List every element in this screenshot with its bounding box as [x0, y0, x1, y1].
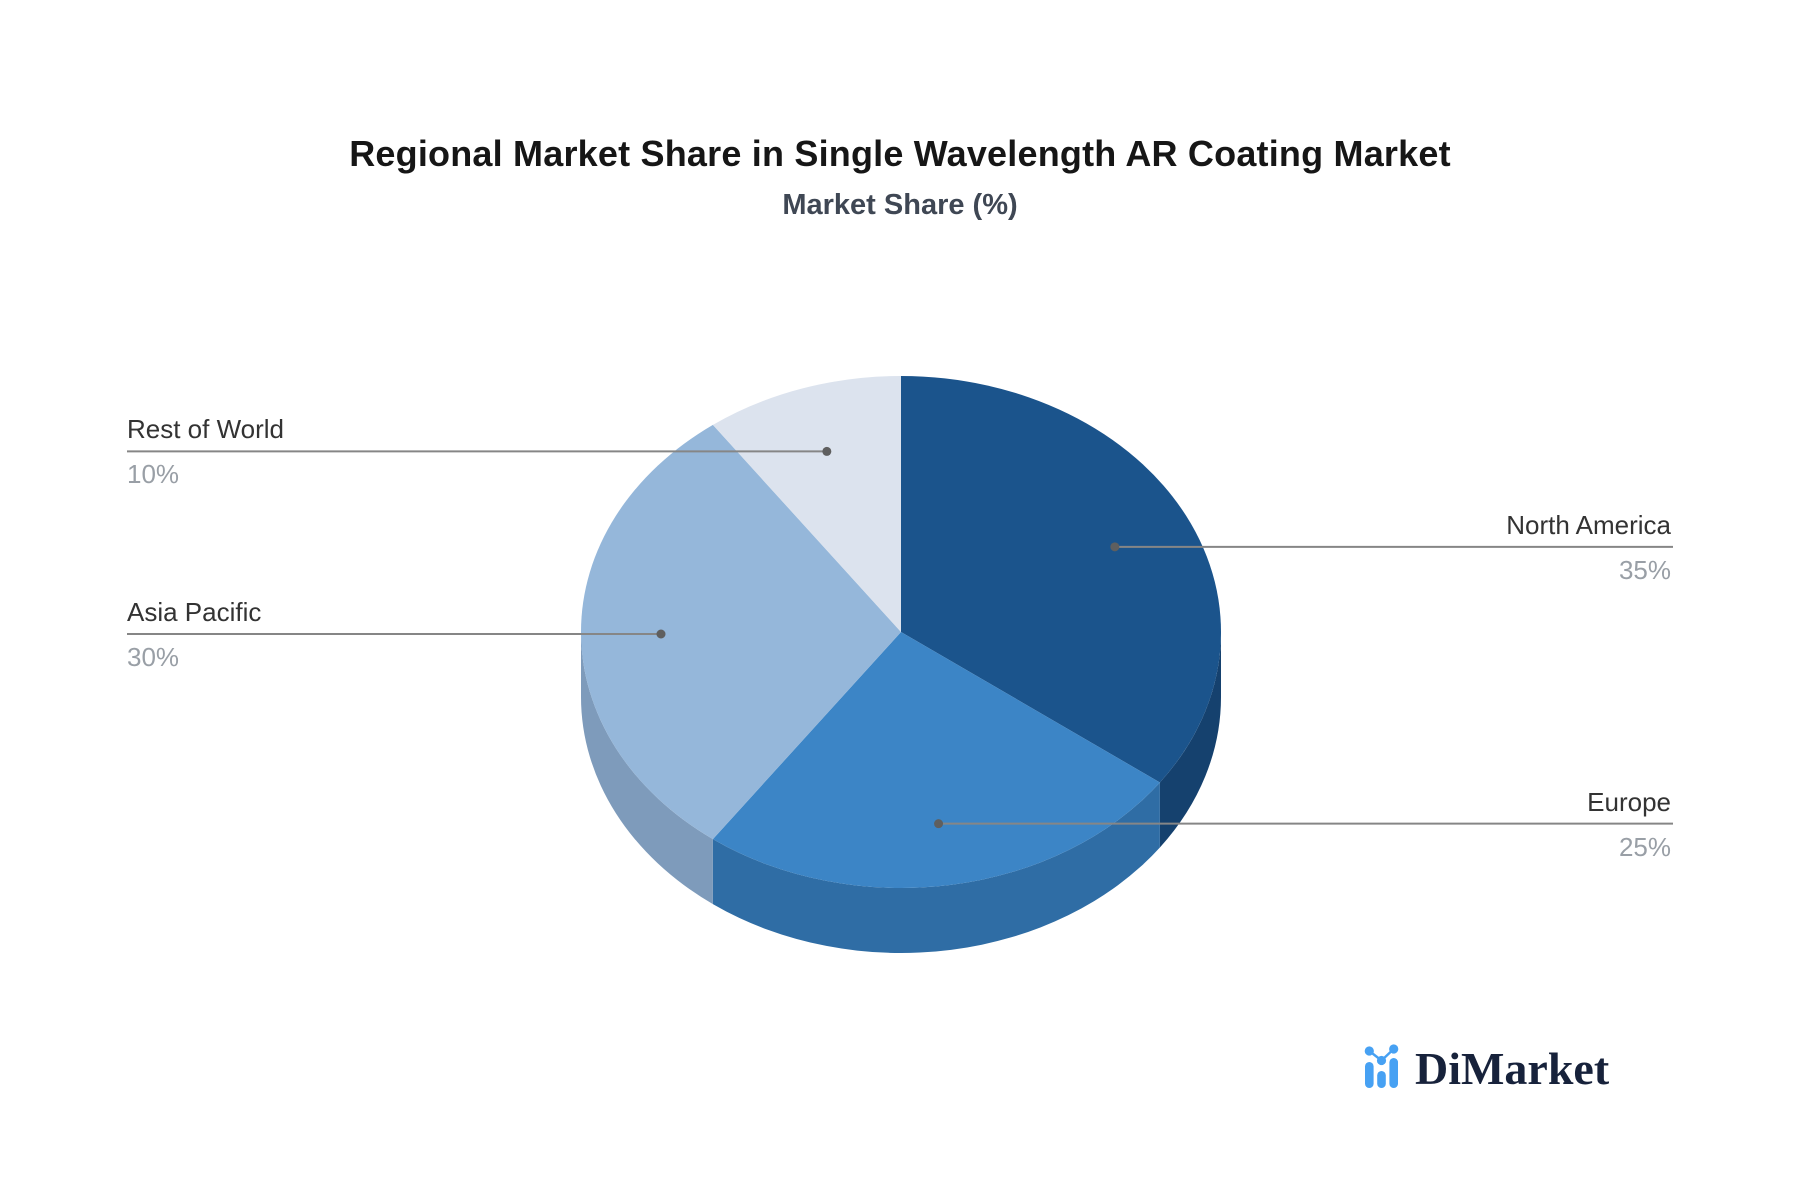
slice-label-north-america: North America [1506, 509, 1671, 540]
pie-slice-rest-of-world[interactable] [712, 376, 901, 632]
pie-slice-north-america[interactable] [901, 376, 1221, 783]
chart-title: Regional Market Share in Single Waveleng… [349, 133, 1451, 174]
connector-dot-north-america [1110, 542, 1120, 552]
pie-slice-side-north-america [1159, 632, 1221, 848]
slice-value-north-america: 35% [1618, 554, 1671, 585]
brand-name: DiMarket [1415, 1042, 1610, 1094]
pie-slice-asia-pacific[interactable] [581, 424, 901, 840]
connector-dot-rest-of-world [822, 446, 832, 456]
connector-dot-asia-pacific [656, 629, 666, 639]
connector-dot-europe [934, 819, 944, 829]
slice-label-europe: Europe [1587, 786, 1671, 817]
slice-label-rest-of-world: Rest of World [127, 414, 285, 445]
slice-label-asia-pacific: Asia Pacific [127, 597, 262, 627]
slice-value-asia-pacific: 30% [127, 642, 180, 672]
bar-chart-icon [1364, 1044, 1399, 1088]
pie-slice-side-asia-pacific [581, 632, 713, 905]
brand-logo: DiMarket [1362, 1040, 1610, 1094]
chart-subtitle: Market Share (%) [782, 189, 1018, 221]
slice-value-rest-of-world: 10% [127, 459, 180, 490]
pie-slice-side-europe [712, 782, 1160, 953]
slice-value-europe: 25% [1618, 831, 1671, 862]
